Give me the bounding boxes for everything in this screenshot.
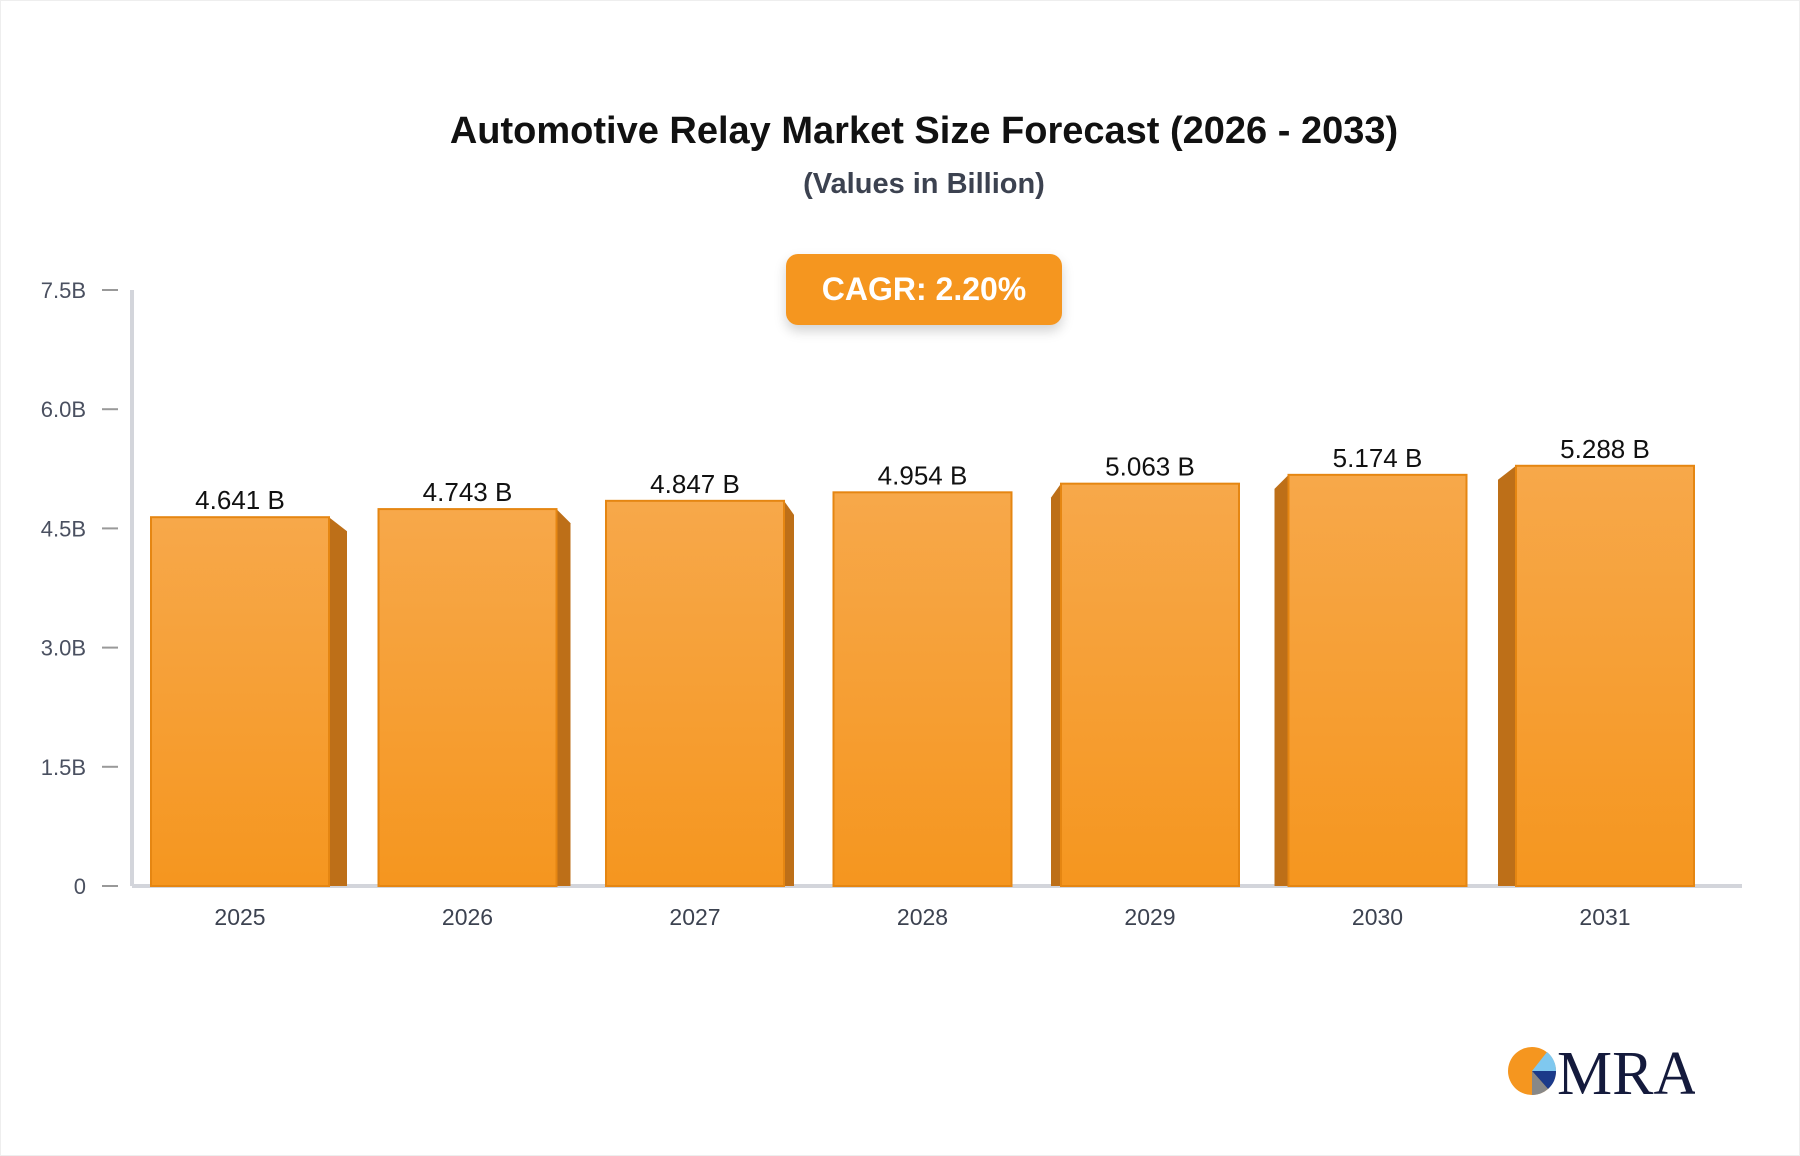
y-tick-label: 3.0B	[41, 636, 86, 661]
logo-pie-icon: MRA	[1508, 1040, 1698, 1108]
data-label: 4.641 B	[195, 485, 285, 515]
bar-side	[329, 517, 347, 886]
x-tick-label: 2029	[1124, 904, 1175, 930]
bar-2031	[1515, 464, 1695, 887]
chart-subtitle: (Values in Billion)	[803, 168, 1045, 200]
y-tick-label: 7.5B	[41, 278, 86, 303]
data-label: 5.063 B	[1105, 452, 1195, 482]
x-tick-label: 2027	[669, 904, 720, 930]
bar-2025	[150, 516, 330, 887]
y-tick-label: 6.0B	[41, 397, 86, 422]
bar-2027	[605, 499, 785, 887]
mra-logo: MRA	[1505, 1040, 1698, 1108]
bar-side	[1498, 465, 1516, 886]
y-tick-label: 1.5B	[41, 755, 86, 780]
x-tick-label: 2031	[1579, 904, 1630, 930]
y-tick-label: 4.5B	[41, 516, 86, 541]
data-label: 4.743 B	[423, 477, 513, 507]
data-label: 4.954 B	[878, 460, 968, 490]
bar-side	[1051, 483, 1061, 886]
x-tick-label: 2025	[214, 904, 265, 930]
data-label: 5.288 B	[1560, 434, 1650, 464]
bar-side	[784, 500, 794, 886]
bar-side	[556, 509, 571, 886]
x-tick-label: 2028	[897, 904, 948, 930]
cagr-badge: CAGR: 2.20%	[786, 254, 1062, 325]
data-label: 4.847 B	[650, 469, 740, 499]
x-tick-label: 2030	[1352, 904, 1403, 930]
data-label: 5.174 B	[1333, 443, 1423, 473]
bar-2026	[377, 508, 558, 887]
bar-2030	[1287, 473, 1468, 887]
y-tick-label: 0	[74, 874, 86, 899]
bar-side	[1274, 474, 1289, 886]
bar-2029	[1060, 482, 1240, 887]
x-tick-label: 2026	[442, 904, 493, 930]
logo-text: MRA	[1557, 1040, 1695, 1102]
bar-2028	[832, 491, 1013, 887]
chart-title: Automotive Relay Market Size Forecast (2…	[449, 110, 1399, 152]
